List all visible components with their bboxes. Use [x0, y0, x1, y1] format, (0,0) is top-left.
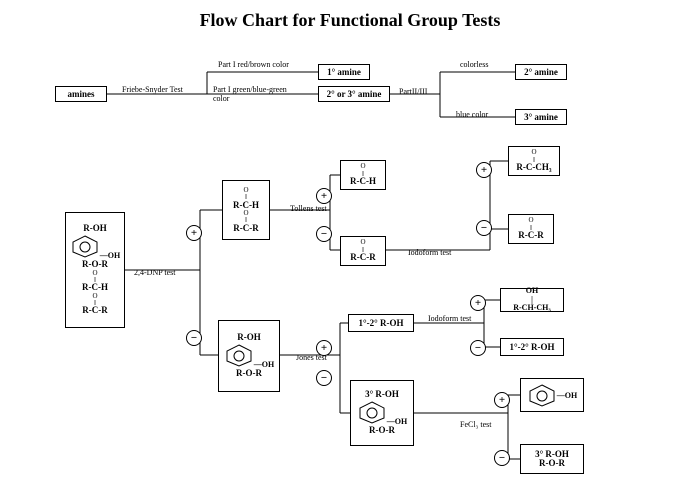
node-rch_top: O‖R-C-H	[340, 160, 386, 190]
edge-label: color	[213, 94, 229, 103]
node-start_comp: R-OH—OHR-O-RO‖R-C-HO‖R-C-R	[65, 212, 125, 328]
node-rcr_rt: O‖R-C-R	[508, 214, 554, 244]
edge-label: blue color	[456, 110, 488, 119]
plus-icon: +	[186, 225, 202, 241]
edge-label: Tollens test	[290, 204, 327, 213]
edge-label: Part I green/blue-green	[213, 85, 287, 94]
node-amine23: 2° or 3° amine	[318, 86, 390, 102]
minus-icon: −	[316, 226, 332, 242]
node-roh3_grp: 3° R-OH—OHR-O-R	[350, 380, 414, 446]
minus-icon: −	[494, 450, 510, 466]
node-amine1: 1° amine	[318, 64, 370, 80]
node-amines: amines	[55, 86, 107, 102]
node-amine3: 3° amine	[515, 109, 567, 125]
minus-icon: −	[186, 330, 202, 346]
plus-icon: +	[494, 392, 510, 408]
minus-icon: −	[476, 220, 492, 236]
node-rchch3: OH|R-CH-CH₃	[500, 288, 564, 312]
node-roh3_ror: 3° R-OHR-O-R	[520, 444, 584, 474]
edge-label: FeCl₃ test	[460, 420, 491, 429]
edge-label: Iodoform test	[428, 314, 471, 323]
node-ald_ket: O‖R-C-HO‖R-C-R	[222, 180, 270, 240]
edge-label: PartII/III	[399, 87, 427, 96]
edge-label: Part I red/brown color	[218, 60, 289, 69]
node-phenol_oh: —OH	[520, 378, 584, 412]
plus-icon: +	[316, 188, 332, 204]
plus-icon: +	[316, 340, 332, 356]
edge-label: 2,4-DNP test	[134, 268, 175, 277]
plus-icon: +	[476, 162, 492, 178]
minus-icon: −	[316, 370, 332, 386]
minus-icon: −	[470, 340, 486, 356]
edge-label: Friebe-Snyder Test	[122, 85, 183, 94]
plus-icon: +	[470, 295, 486, 311]
node-amine2: 2° amine	[515, 64, 567, 80]
edge-label: colorless	[460, 60, 488, 69]
node-roh_ror: R-OH—OHR-O-R	[218, 320, 280, 392]
node-roh12b: 1°-2° R-OH	[500, 338, 564, 356]
edge-label: Iodoform test	[408, 248, 451, 257]
node-rcr_mid: O‖R-C-R	[340, 236, 386, 266]
node-roh12: 1°-2° R-OH	[348, 314, 414, 332]
node-rcch3: O‖R-C-CH₃	[508, 146, 560, 176]
